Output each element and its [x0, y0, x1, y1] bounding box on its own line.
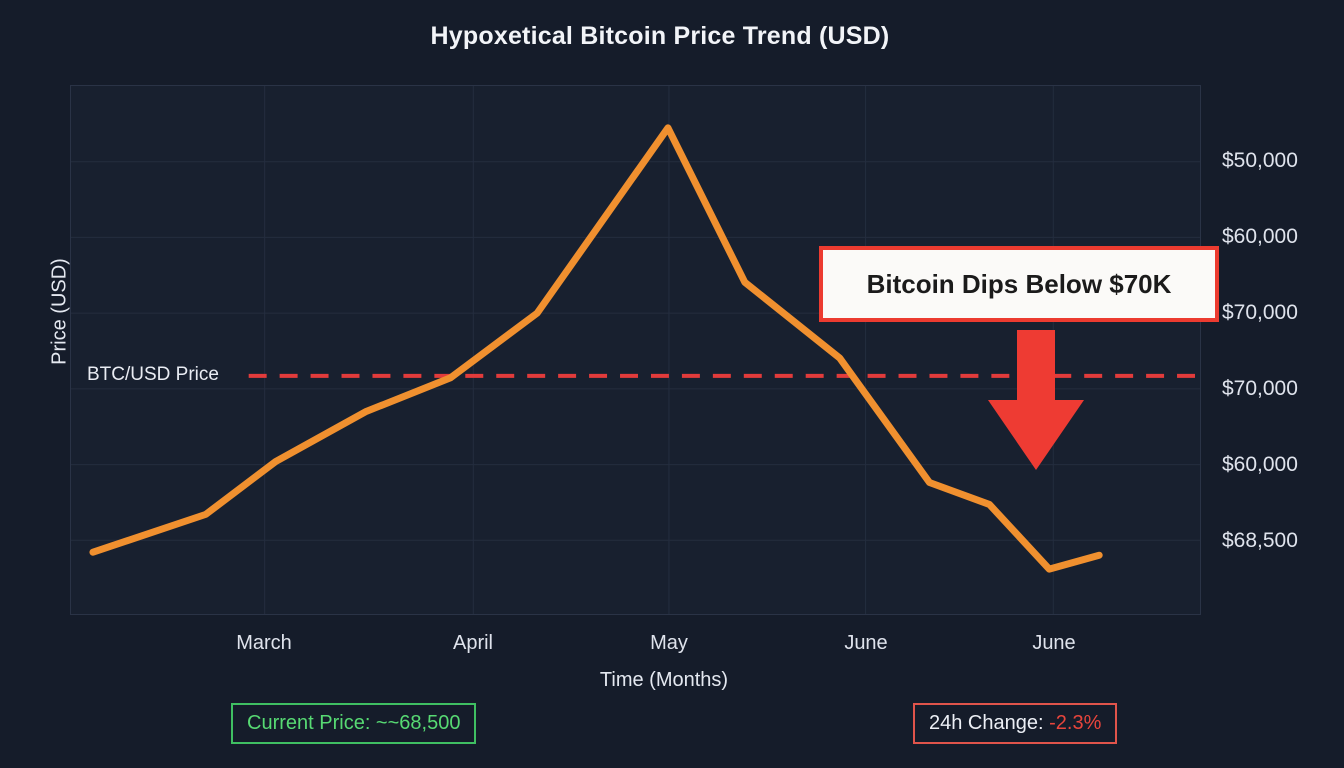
- y-tick-label: $60,000: [1222, 225, 1298, 248]
- current-price-text: Current Price: ~~68,500: [247, 712, 461, 734]
- grid-layer: [71, 86, 1200, 614]
- change-24h-badge: 24h Change: -2.3%: [913, 703, 1118, 744]
- y-axis-title: Price (USD): [48, 258, 71, 365]
- annotation-callout: Bitcoin Dips Below $70K: [819, 246, 1219, 322]
- y-tick-label: $70,000: [1222, 301, 1298, 324]
- change-24h-value: -2.3%: [1049, 712, 1102, 734]
- x-tick-label: April: [452, 632, 494, 654]
- price-series-layer: [248, 373, 1200, 378]
- horizontal-gridlines: [71, 161, 1200, 541]
- x-axis-title: Time (Months): [599, 669, 729, 691]
- chart-title: Hypoxetical Bitcoin Price Trend (USD): [430, 22, 890, 50]
- price-line-main: [89, 124, 1103, 573]
- y-tick-label: $50,000: [1222, 149, 1298, 172]
- x-tick-label: May: [650, 632, 688, 654]
- change-24h-label: 24h Change:: [929, 712, 1050, 734]
- x-tick-label: June: [844, 632, 888, 654]
- threshold-line-label: BTC/USD Price: [87, 364, 219, 385]
- y-tick-label: $60,000: [1222, 453, 1298, 476]
- y-tick-label: $68,500: [1222, 529, 1298, 552]
- x-tick-label: March: [236, 632, 292, 654]
- y-tick-label: $70,000: [1222, 377, 1298, 400]
- x-tick-label: June: [1032, 632, 1076, 654]
- down-arrow-icon: [988, 330, 1084, 470]
- annotation-text: Bitcoin Dips Below $70K: [866, 268, 1172, 299]
- plot-area: BTC/USD Price: [70, 85, 1201, 615]
- price-overlay-layer: [89, 124, 1103, 573]
- current-price-badge: Current Price: ~~68,500: [231, 703, 477, 744]
